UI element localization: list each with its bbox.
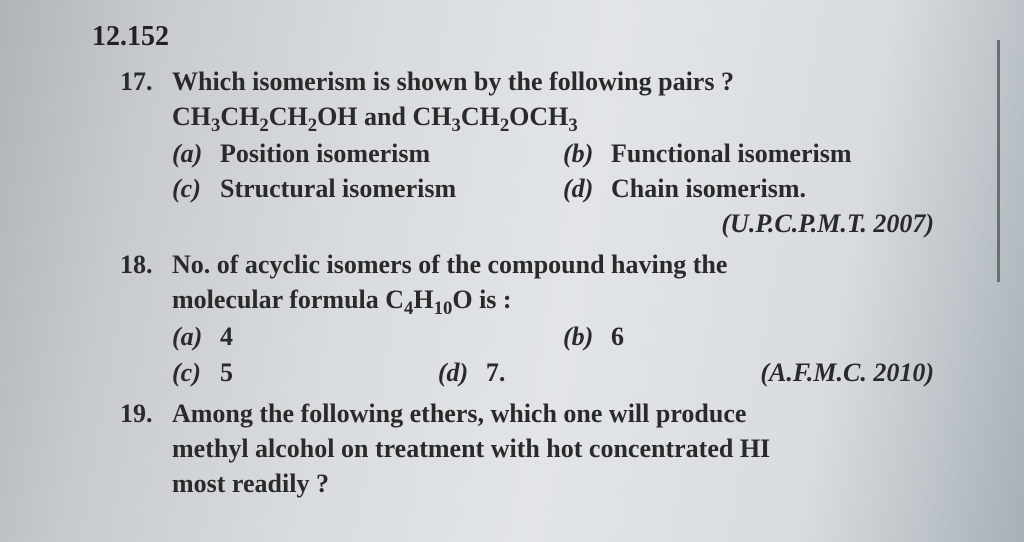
opt-label: (a)	[172, 136, 210, 171]
opt-text: 7.	[486, 355, 506, 390]
q17-number: 17.	[120, 64, 172, 99]
question-17: 17. Which isomerism is shown by the foll…	[120, 64, 954, 241]
opt-text: Structural isomerism	[220, 171, 456, 206]
opt-label: (b)	[563, 319, 601, 354]
q19-number: 19.	[120, 396, 172, 431]
q17-text: Which isomerism is shown by the followin…	[172, 67, 734, 96]
question-18: 18. No. of acyclic isomers of the compou…	[120, 247, 954, 389]
q17-option-b: (b) Functional isomerism	[563, 136, 954, 171]
q18-number: 18.	[120, 247, 172, 282]
opt-label: (c)	[172, 171, 210, 206]
opt-text: Functional isomerism	[611, 136, 852, 171]
q18-text-1: No. of acyclic isomers of the compound h…	[172, 250, 727, 279]
opt-text: Chain isomerism.	[611, 171, 806, 206]
q18-formula: C4H10O	[385, 285, 472, 314]
opt-label: (d)	[563, 171, 601, 206]
q18-option-b: (b) 6	[563, 319, 954, 354]
q17-formula: CH3CH2CH2OH and CH3CH2OCH3	[172, 102, 578, 131]
q17-option-a: (a) Position isomerism	[172, 136, 563, 171]
q19-text-2: methyl alcohol on treatment with hot con…	[172, 434, 770, 463]
q17-source: (U.P.C.P.M.T. 2007)	[172, 206, 954, 241]
opt-label: (d)	[438, 355, 476, 390]
q17-option-c: (c) Structural isomerism	[172, 171, 563, 206]
q18-text-2-pre: molecular formula	[172, 285, 385, 314]
question-19: 19. Among the following ethers, which on…	[120, 396, 954, 501]
opt-text: 5	[220, 355, 233, 390]
q17-options: (a) Position isomerism (b) Functional is…	[172, 136, 954, 206]
opt-label: (a)	[172, 319, 210, 354]
q18-text-2-post: is :	[473, 285, 512, 314]
opt-text: Position isomerism	[220, 136, 430, 171]
q17-option-d: (d) Chain isomerism.	[563, 171, 954, 206]
q18-option-a: (a) 4	[172, 319, 563, 354]
q18-option-c: (c) 5	[172, 355, 438, 390]
opt-label: (c)	[172, 355, 210, 390]
q19-text-3: most readily ?	[172, 469, 329, 498]
opt-text: 6	[611, 319, 624, 354]
opt-text: 4	[220, 319, 233, 354]
opt-label: (b)	[563, 136, 601, 171]
q18-options: (a) 4 (b) 6 (c) 5 (d) 7.	[172, 319, 954, 389]
right-margin-line	[997, 40, 1000, 282]
q18-option-d: (d) 7.	[438, 355, 657, 390]
q19-text-1: Among the following ethers, which one wi…	[172, 399, 746, 428]
page-number: 12.152	[92, 18, 954, 56]
q18-source: (A.F.M.C. 2010)	[760, 355, 954, 390]
